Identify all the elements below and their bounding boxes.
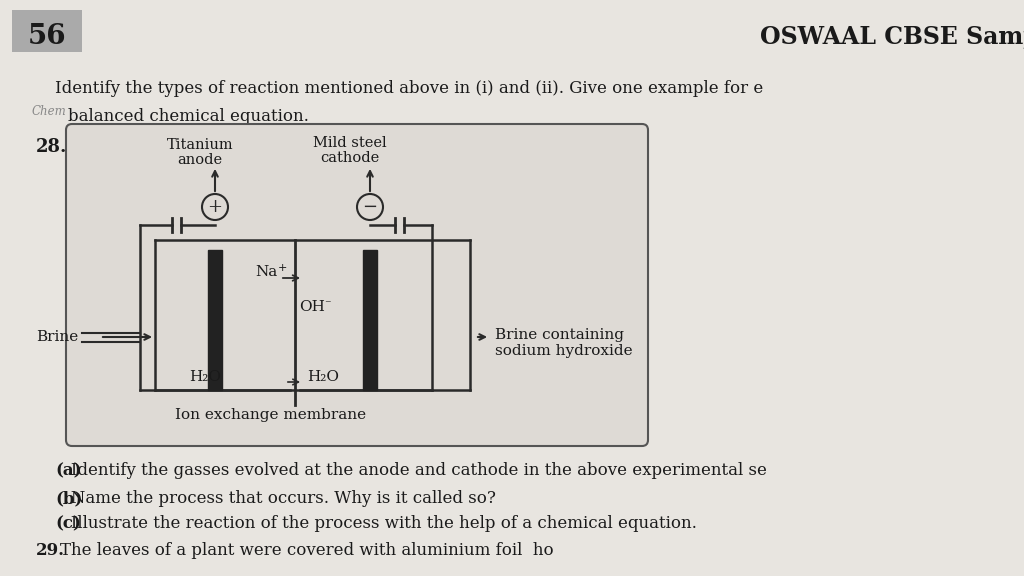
Bar xyxy=(362,250,377,390)
Bar xyxy=(208,250,222,390)
Text: Ion exchange membrane: Ion exchange membrane xyxy=(175,408,367,422)
Text: The leaves of a plant were covered with aluminium foil  ho: The leaves of a plant were covered with … xyxy=(60,542,554,559)
Text: H₂O: H₂O xyxy=(189,370,221,384)
Text: Titanium: Titanium xyxy=(167,138,233,152)
Text: Brine: Brine xyxy=(36,330,78,344)
Text: Identify the gasses evolved at the anode and cathode in the above experimental s: Identify the gasses evolved at the anode… xyxy=(55,462,767,479)
Text: anode: anode xyxy=(177,153,222,167)
Text: (a): (a) xyxy=(55,462,82,479)
Text: balanced chemical equation.: balanced chemical equation. xyxy=(68,108,309,125)
Text: 28.: 28. xyxy=(36,138,68,156)
Text: OSWAAL CBSE Sample Question Pap: OSWAAL CBSE Sample Question Pap xyxy=(760,25,1024,49)
Text: cathode: cathode xyxy=(321,151,380,165)
Text: Brine containing: Brine containing xyxy=(495,328,624,342)
Text: OH: OH xyxy=(299,300,325,314)
Text: Chem: Chem xyxy=(32,105,67,118)
Text: ⁻: ⁻ xyxy=(324,298,331,311)
Text: Identify the types of reaction mentioned above in (i) and (ii). Give one example: Identify the types of reaction mentioned… xyxy=(55,80,763,97)
Text: Illustrate the reaction of the process with the help of a chemical equation.: Illustrate the reaction of the process w… xyxy=(55,515,697,532)
Text: +: + xyxy=(278,263,288,273)
Text: +: + xyxy=(208,198,222,216)
FancyBboxPatch shape xyxy=(66,124,648,446)
Text: Mild steel: Mild steel xyxy=(313,136,387,150)
Text: (c): (c) xyxy=(55,515,81,532)
Text: Name the process that occurs. Why is it called so?: Name the process that occurs. Why is it … xyxy=(55,490,496,507)
Text: Na: Na xyxy=(255,265,278,279)
Text: −: − xyxy=(362,198,378,216)
Bar xyxy=(12,10,82,52)
Text: sodium hydroxide: sodium hydroxide xyxy=(495,344,633,358)
Text: 56: 56 xyxy=(28,24,67,51)
Text: 29.: 29. xyxy=(36,542,65,559)
Text: H₂O: H₂O xyxy=(307,370,339,384)
Text: (b): (b) xyxy=(55,490,82,507)
